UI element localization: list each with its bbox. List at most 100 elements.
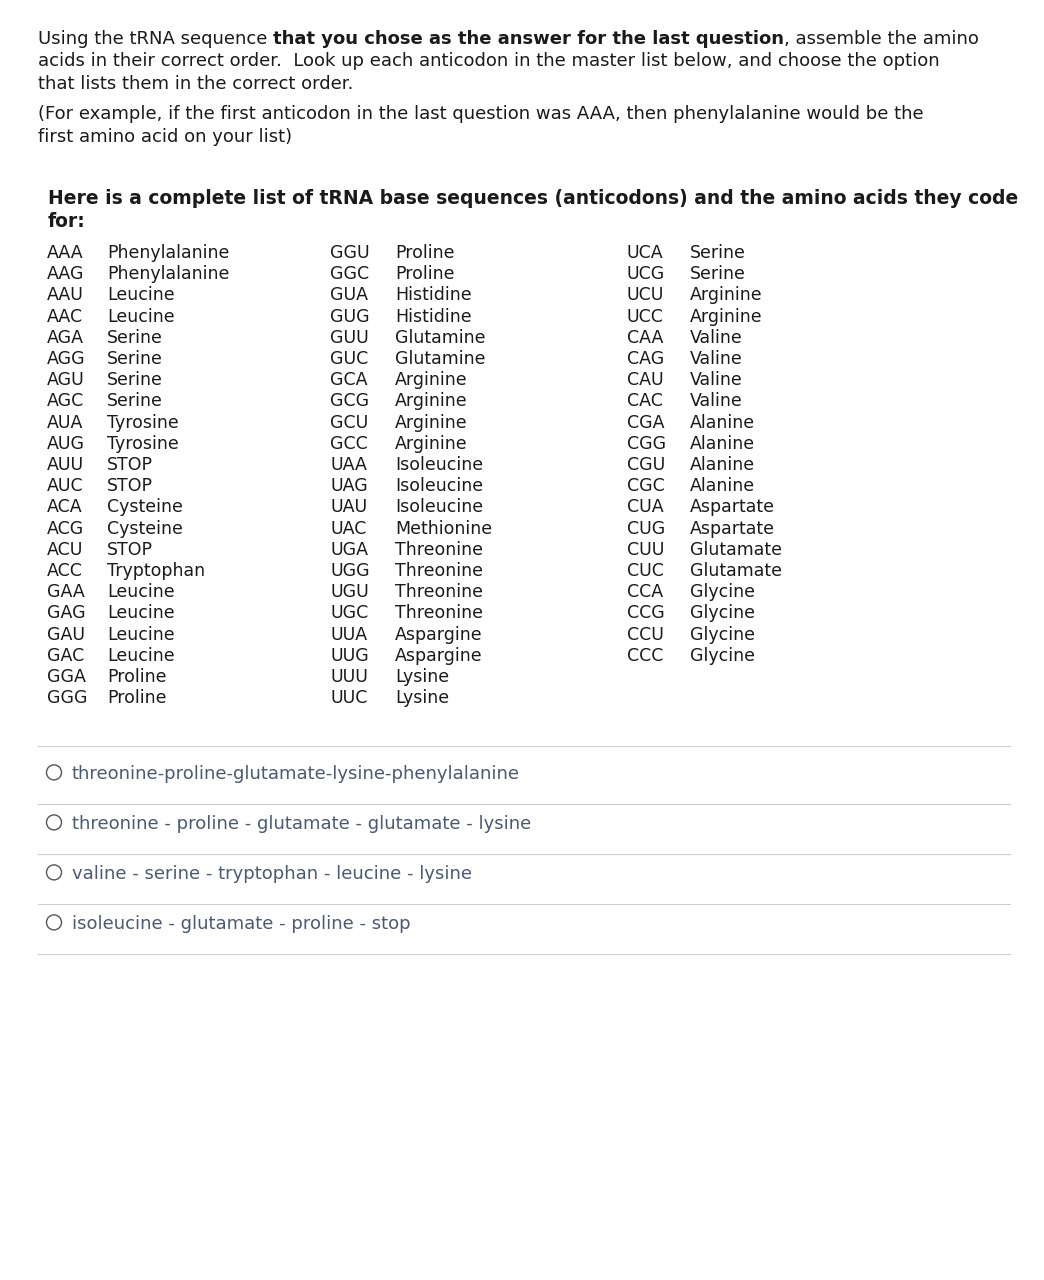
Text: UUC: UUC <box>330 689 367 707</box>
Text: AUA: AUA <box>47 413 84 431</box>
Text: Threonine: Threonine <box>395 540 483 559</box>
Text: Leucine: Leucine <box>106 307 174 325</box>
Text: UCU: UCU <box>627 287 664 305</box>
Text: Leucine: Leucine <box>106 604 174 622</box>
Text: CGA: CGA <box>627 413 664 431</box>
Text: CGC: CGC <box>627 477 665 495</box>
Text: Serine: Serine <box>106 349 163 369</box>
Text: Alanine: Alanine <box>690 477 755 495</box>
Text: (For example, if the first anticodon in the last question was AAA, then phenylal: (For example, if the first anticodon in … <box>38 105 924 123</box>
Text: Threonine: Threonine <box>395 584 483 602</box>
Text: Methionine: Methionine <box>395 520 492 538</box>
Text: CCA: CCA <box>627 584 663 602</box>
Text: Arginine: Arginine <box>690 307 762 325</box>
Text: AAU: AAU <box>47 287 84 305</box>
Text: UUU: UUU <box>330 668 367 686</box>
Text: GCU: GCU <box>330 413 369 431</box>
Text: Threonine: Threonine <box>395 562 483 580</box>
Text: CUU: CUU <box>627 540 664 559</box>
Text: Glutamate: Glutamate <box>690 562 782 580</box>
Text: CCU: CCU <box>627 626 664 644</box>
Text: Phenylalanine: Phenylalanine <box>106 244 230 262</box>
Text: GAG: GAG <box>47 604 86 622</box>
Text: Here is a complete list of tRNA base sequences (anticodons) and the amino acids : Here is a complete list of tRNA base seq… <box>48 189 1018 209</box>
Text: UAG: UAG <box>330 477 367 495</box>
Text: Isoleucine: Isoleucine <box>395 477 483 495</box>
Text: first amino acid on your list): first amino acid on your list) <box>38 128 292 146</box>
Text: Proline: Proline <box>106 668 166 686</box>
Text: Cysteine: Cysteine <box>106 498 183 516</box>
Text: GUA: GUA <box>330 287 367 305</box>
Text: Arginine: Arginine <box>395 435 468 453</box>
Text: UCC: UCC <box>627 307 664 325</box>
Text: Alanine: Alanine <box>690 456 755 474</box>
Text: CUC: CUC <box>627 562 664 580</box>
Text: Valine: Valine <box>690 393 742 411</box>
Text: Valine: Valine <box>690 371 742 389</box>
Text: STOP: STOP <box>106 456 153 474</box>
Text: ACU: ACU <box>47 540 84 559</box>
Text: GGC: GGC <box>330 265 370 283</box>
Text: Cysteine: Cysteine <box>106 520 183 538</box>
Text: Glycine: Glycine <box>690 626 755 644</box>
Text: AUG: AUG <box>47 435 85 453</box>
Text: Threonine: Threonine <box>395 604 483 622</box>
Text: Alanine: Alanine <box>690 413 755 431</box>
Text: Lysine: Lysine <box>395 689 449 707</box>
Text: Leucine: Leucine <box>106 646 174 664</box>
Text: Aspargine: Aspargine <box>395 646 482 664</box>
Text: Arginine: Arginine <box>395 413 468 431</box>
Text: CUG: CUG <box>627 520 665 538</box>
Text: CAG: CAG <box>627 349 664 369</box>
Text: CAC: CAC <box>627 393 663 411</box>
Text: GUC: GUC <box>330 349 369 369</box>
Text: that you chose as the answer for the last question: that you chose as the answer for the las… <box>274 29 784 47</box>
Text: AAA: AAA <box>47 244 84 262</box>
Text: Alanine: Alanine <box>690 435 755 453</box>
Text: Glycine: Glycine <box>690 604 755 622</box>
Text: CCG: CCG <box>627 604 665 622</box>
Text: Leucine: Leucine <box>106 584 174 602</box>
Text: UUG: UUG <box>330 646 369 664</box>
Text: Proline: Proline <box>395 265 454 283</box>
Text: Serine: Serine <box>106 393 163 411</box>
Text: Glutamate: Glutamate <box>690 540 782 559</box>
Text: Tryptophan: Tryptophan <box>106 562 205 580</box>
Text: for:: for: <box>48 212 86 230</box>
Text: AGC: AGC <box>47 393 85 411</box>
Text: Isoleucine: Isoleucine <box>395 456 483 474</box>
Text: Glycine: Glycine <box>690 646 755 664</box>
Text: threonine-proline-glutamate-lysine-phenylalanine: threonine-proline-glutamate-lysine-pheny… <box>72 765 520 783</box>
Text: GGG: GGG <box>47 689 88 707</box>
Text: Aspargine: Aspargine <box>395 626 482 644</box>
Text: STOP: STOP <box>106 540 153 559</box>
Text: AGG: AGG <box>47 349 86 369</box>
Text: Tyrosine: Tyrosine <box>106 413 179 431</box>
Text: Lysine: Lysine <box>395 668 449 686</box>
Text: Histidine: Histidine <box>395 307 472 325</box>
Text: UCG: UCG <box>627 265 665 283</box>
Text: Serine: Serine <box>106 371 163 389</box>
Text: , assemble the amino: , assemble the amino <box>784 29 979 47</box>
Text: UUA: UUA <box>330 626 367 644</box>
Text: Glutamine: Glutamine <box>395 349 485 369</box>
Text: UGC: UGC <box>330 604 369 622</box>
Text: UCA: UCA <box>627 244 664 262</box>
Text: CUA: CUA <box>627 498 664 516</box>
Text: GCC: GCC <box>330 435 367 453</box>
Text: GAU: GAU <box>47 626 85 644</box>
Text: Serine: Serine <box>690 244 745 262</box>
Text: GCG: GCG <box>330 393 370 411</box>
Text: UGG: UGG <box>330 562 370 580</box>
Text: UGU: UGU <box>330 584 369 602</box>
Text: AGA: AGA <box>47 329 84 347</box>
Text: Leucine: Leucine <box>106 626 174 644</box>
Text: threonine - proline - glutamate - glutamate - lysine: threonine - proline - glutamate - glutam… <box>72 815 531 833</box>
Text: UAA: UAA <box>330 456 366 474</box>
Text: AGU: AGU <box>47 371 85 389</box>
Text: Arginine: Arginine <box>395 371 468 389</box>
Text: Arginine: Arginine <box>395 393 468 411</box>
Text: Leucine: Leucine <box>106 287 174 305</box>
Text: CGG: CGG <box>627 435 666 453</box>
Text: Using the tRNA sequence: Using the tRNA sequence <box>38 29 274 47</box>
